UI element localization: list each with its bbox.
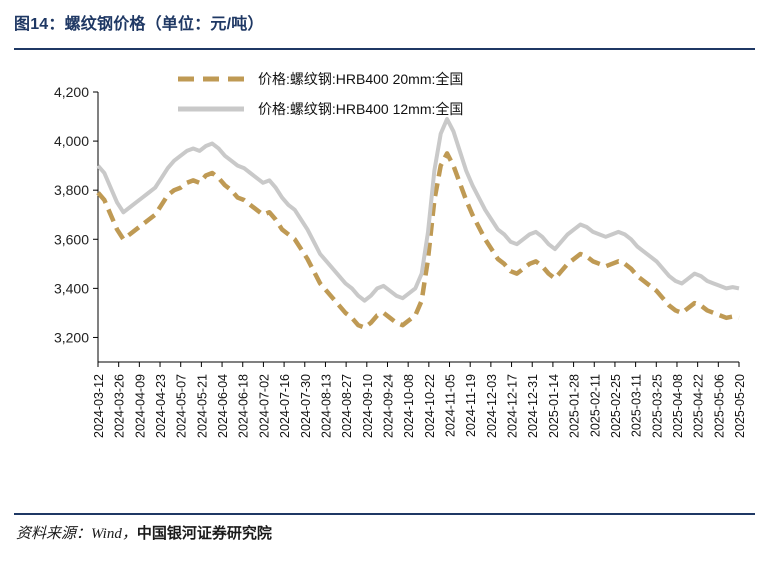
svg-text:2025-01-28: 2025-01-28: [568, 374, 582, 438]
svg-text:2024-11-19: 2024-11-19: [464, 374, 478, 437]
svg-text:2024-06-18: 2024-06-18: [237, 374, 251, 438]
svg-text:2024-04-23: 2024-04-23: [154, 374, 168, 438]
svg-text:3,800: 3,800: [54, 182, 89, 198]
svg-text:3,600: 3,600: [54, 231, 89, 247]
page-title: 图14：螺纹钢价格（单位：元/吨）: [14, 10, 755, 50]
svg-text:4,200: 4,200: [54, 84, 89, 100]
chart-plot: 3,200 3,400 3,600 3,800 4,000 4,200 2024-03-12…: [54, 84, 747, 438]
svg-text:2025-04-08: 2025-04-08: [671, 374, 685, 438]
source-org: 中国银河证券研究院: [136, 525, 272, 542]
legend-item-series2: 价格:螺纹钢:HRB400 12mm:全国: [176, 94, 616, 124]
svg-text:2024-04-09: 2024-04-09: [133, 374, 147, 438]
svg-text:2024-07-16: 2024-07-16: [278, 374, 292, 438]
svg-text:2025-02-11: 2025-02-11: [588, 374, 602, 437]
svg-text:2024-09-10: 2024-09-10: [361, 374, 375, 438]
svg-text:2024-06-04: 2024-06-04: [216, 374, 230, 438]
svg-text:2025-03-11: 2025-03-11: [630, 374, 644, 437]
legend-label-series1: 价格:螺纹钢:HRB400 20mm:全国: [258, 71, 464, 87]
svg-text:2024-12-03: 2024-12-03: [485, 374, 499, 438]
svg-text:2024-12-31: 2024-12-31: [526, 374, 540, 438]
svg-text:3,200: 3,200: [54, 329, 89, 345]
page-title-text: 图14：螺纹钢价格（单位：元/吨）: [14, 16, 264, 33]
svg-text:4,000: 4,000: [54, 133, 89, 149]
svg-text:2024-03-26: 2024-03-26: [113, 374, 127, 438]
svg-text:2024-08-13: 2024-08-13: [319, 374, 333, 438]
svg-text:2024-05-07: 2024-05-07: [175, 374, 189, 438]
footer-divider: [14, 513, 755, 515]
svg-text:2024-10-08: 2024-10-08: [402, 374, 416, 438]
legend-label-series2: 价格:螺纹钢:HRB400 12mm:全国: [258, 101, 464, 117]
chart-container: 价格:螺纹钢:HRB400 20mm:全国 价格:螺纹钢:HRB400 12mm…: [0, 52, 769, 507]
source-prefix: 资料来源：Wind，: [16, 526, 137, 542]
svg-text:2024-12-17: 2024-12-17: [506, 374, 520, 438]
svg-text:2024-07-30: 2024-07-30: [299, 374, 313, 438]
svg-text:2024-07-02: 2024-07-02: [257, 374, 271, 438]
svg-text:2025-01-14: 2025-01-14: [547, 374, 561, 438]
legend-swatch-dashed: [176, 72, 246, 86]
svg-text:2025-02-25: 2025-02-25: [609, 374, 623, 438]
legend-swatch-solid: [176, 102, 246, 116]
svg-text:2025-03-25: 2025-03-25: [650, 374, 664, 438]
legend-item-series1: 价格:螺纹钢:HRB400 20mm:全国: [176, 64, 616, 94]
svg-text:2024-11-05: 2024-11-05: [444, 374, 458, 437]
svg-text:2024-05-21: 2024-05-21: [195, 374, 209, 438]
svg-text:3,400: 3,400: [54, 280, 89, 296]
title-divider: [14, 48, 755, 50]
svg-text:2024-10-22: 2024-10-22: [423, 374, 437, 438]
chart-legend: 价格:螺纹钢:HRB400 20mm:全国 价格:螺纹钢:HRB400 12mm…: [176, 64, 616, 124]
svg-text:2024-09-24: 2024-09-24: [381, 374, 395, 438]
source-note: 资料来源：Wind，中国银河证券研究院: [16, 522, 272, 543]
svg-text:2025-05-20: 2025-05-20: [733, 374, 747, 438]
svg-text:2024-08-27: 2024-08-27: [340, 374, 354, 438]
svg-text:2024-03-12: 2024-03-12: [92, 374, 106, 438]
svg-text:2025-04-22: 2025-04-22: [692, 374, 706, 438]
svg-text:2025-05-06: 2025-05-06: [712, 374, 726, 438]
